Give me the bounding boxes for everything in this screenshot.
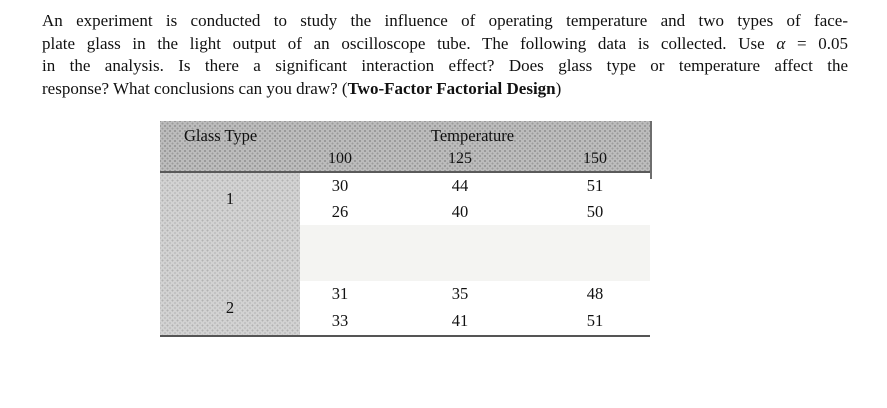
- paragraph-line-2: plate glass in the light output of an os…: [42, 33, 848, 56]
- glass-type-1-label: 1: [225, 189, 235, 208]
- table-cell: 35: [380, 281, 540, 307]
- line1-text: An experiment is conducted to study the …: [42, 11, 848, 30]
- alpha-symbol: α: [776, 33, 786, 53]
- problem-statement: An experiment is conducted to study the …: [42, 10, 848, 100]
- table-cell: 50: [540, 199, 650, 225]
- temp-level-125: 125: [448, 150, 472, 167]
- alpha-value: = 0.05: [785, 33, 848, 53]
- table-cell: 41: [380, 307, 540, 335]
- temperature-column-header: Temperature: [430, 126, 515, 145]
- table-cell: 51: [540, 173, 650, 199]
- table-cell: 31: [300, 281, 380, 307]
- line4-tail: ): [555, 78, 562, 98]
- glass-type-column-band: [160, 173, 300, 335]
- table-header-row-1: Glass Type Temperature: [160, 121, 650, 149]
- glass-type-column-header: Glass Type: [184, 126, 258, 145]
- table-cell: 33: [300, 307, 380, 335]
- line3-text: in the analysis. Is there a significant …: [42, 56, 848, 75]
- table-cell: 40: [380, 199, 540, 225]
- design-type-phrase: Two-Factor Factorial Design: [347, 78, 556, 98]
- table-cell: 44: [380, 173, 540, 199]
- line4-text: response? What conclusions can you draw?…: [42, 78, 348, 98]
- alpha-level-expression: α = 0.05: [776, 34, 848, 53]
- table-cell: 26: [300, 199, 380, 225]
- table-body-grid: 1 30 44 51 26 40 50 2 31 35 48 33 41 51: [160, 173, 650, 335]
- temp-level-100: 100: [328, 150, 352, 167]
- table-cell: 51: [540, 307, 650, 335]
- temp-level-150: 150: [583, 150, 607, 167]
- paragraph-line-3: in the analysis. Is there a significant …: [42, 55, 848, 78]
- factorial-data-table: Glass Type Temperature 100 125 150 1 30 …: [160, 121, 652, 337]
- paragraph-line-4: response? What conclusions can you draw?…: [42, 78, 848, 101]
- table-cell: 48: [540, 281, 650, 307]
- table-cell: 30: [300, 173, 380, 199]
- glass-type-2-label: 2: [225, 298, 235, 317]
- paragraph-line-1: An experiment is conducted to study the …: [42, 10, 848, 33]
- line2-text: plate glass in the light output of an os…: [42, 33, 777, 53]
- table-header-row-2: 100 125 150: [160, 149, 650, 169]
- table-body: 1 30 44 51 26 40 50 2 31 35 48 33 41 51: [160, 173, 650, 337]
- table-header-band: Glass Type Temperature 100 125 150: [160, 121, 652, 179]
